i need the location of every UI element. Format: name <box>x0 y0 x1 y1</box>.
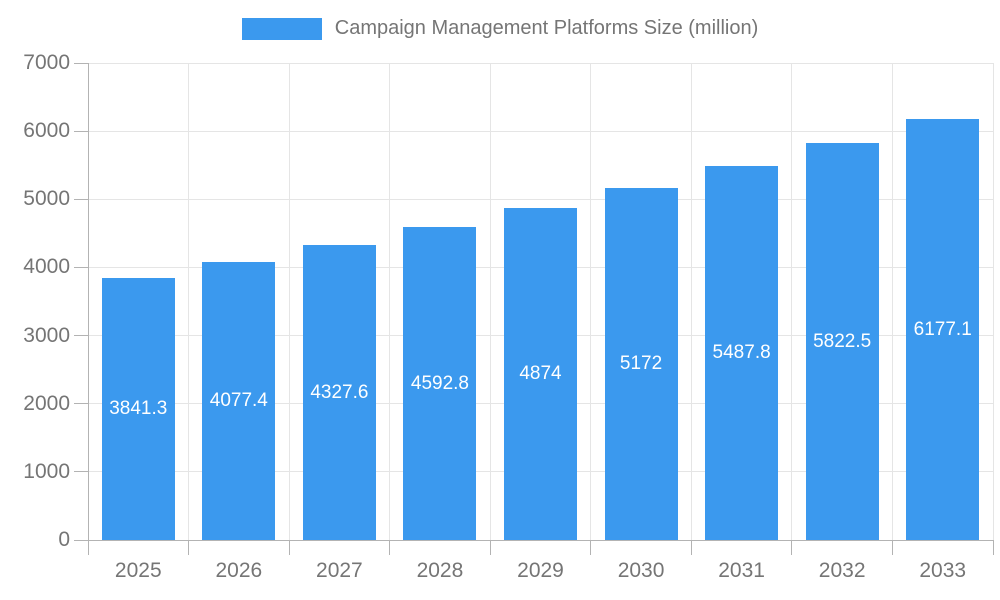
x-axis-tick <box>891 540 893 555</box>
x-axis-label: 2033 <box>919 559 967 582</box>
bar <box>604 187 678 540</box>
x-axis-label: 2031 <box>718 559 765 582</box>
y-axis-tick <box>74 266 88 268</box>
x-axis-label: 2030 <box>617 559 665 582</box>
x-axis-label: 2029 <box>517 559 564 582</box>
bar <box>504 207 577 540</box>
bar <box>805 143 879 540</box>
gridline-vertical <box>188 63 190 540</box>
gridline-vertical <box>891 63 893 540</box>
y-axis-label: 2000 <box>23 391 70 415</box>
gridline-horizontal <box>88 62 993 64</box>
gridline-vertical <box>489 63 491 540</box>
y-axis-label: 4000 <box>23 255 70 279</box>
y-axis-line <box>88 63 89 555</box>
y-axis-tick <box>74 62 88 64</box>
y-axis-label: 0 <box>58 528 70 551</box>
gridline-vertical <box>992 63 994 540</box>
y-axis-label: 5000 <box>23 187 70 211</box>
legend-item[interactable]: Campaign Management Platforms Size (mill… <box>0 17 1000 40</box>
gridline-vertical <box>791 63 793 540</box>
y-axis-label: 1000 <box>23 459 70 483</box>
y-axis-tick <box>74 130 88 132</box>
bar <box>302 245 376 540</box>
bar <box>403 227 477 540</box>
y-axis-label: 7000 <box>23 51 70 74</box>
x-axis-tick <box>590 540 592 555</box>
y-axis-tick <box>74 403 88 405</box>
gridline-vertical <box>87 63 89 540</box>
x-axis-tick <box>188 540 190 555</box>
bar <box>202 262 276 540</box>
x-axis-label: 2025 <box>114 559 162 582</box>
bar <box>705 166 779 540</box>
x-axis-tick <box>489 540 491 555</box>
x-axis-tick <box>791 540 793 555</box>
gridline-vertical <box>590 63 592 540</box>
x-axis-label: 2026 <box>215 559 263 582</box>
y-axis-tick <box>74 335 88 337</box>
x-axis-label: 2028 <box>416 559 464 582</box>
y-axis-tick <box>74 539 88 541</box>
x-axis-tick <box>389 540 391 555</box>
x-axis-tick <box>288 540 290 555</box>
x-axis-label: 2027 <box>316 559 363 582</box>
x-axis-tick <box>690 540 692 555</box>
y-axis-label: 6000 <box>23 119 70 143</box>
x-axis-tick <box>992 540 994 555</box>
gridline-horizontal <box>88 130 993 132</box>
y-axis-label: 3000 <box>23 323 70 347</box>
bar <box>906 119 980 540</box>
legend-label: Campaign Management Platforms Size (mill… <box>334 17 759 39</box>
legend-swatch <box>241 17 322 40</box>
plot-area: 0 1000 2000 3000 4000 5000 6000 7000 3841.3 2025 4… <box>23 52 994 582</box>
gridline-vertical <box>288 63 290 540</box>
y-axis-tick <box>74 471 88 473</box>
x-axis-tick <box>87 540 89 555</box>
bar <box>101 278 175 540</box>
gridline-vertical <box>690 63 692 540</box>
x-axis-label: 2032 <box>818 559 866 582</box>
y-axis-tick <box>74 198 88 200</box>
gridline-vertical <box>389 63 391 540</box>
